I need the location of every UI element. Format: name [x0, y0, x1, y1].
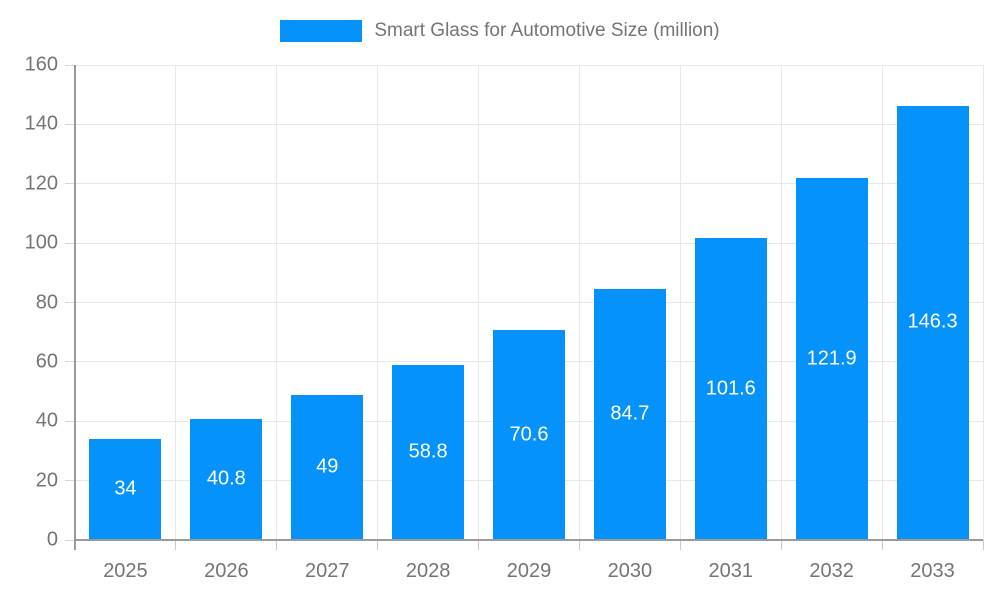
y-axis-tick-label: 60 [35, 350, 58, 373]
y-axis-line [74, 65, 76, 550]
bar-value-label: 146.3 [907, 310, 958, 333]
x-tick-mark [175, 540, 177, 550]
legend-swatch-icon [280, 20, 363, 42]
x-gridline [679, 65, 681, 540]
y-tick-mark [65, 302, 75, 303]
bar[interactable]: 49 [291, 394, 364, 539]
x-gridline [377, 65, 379, 540]
x-axis-tick-label: 2028 [405, 560, 451, 582]
x-tick-mark [377, 540, 379, 550]
x-axis-line [75, 539, 983, 541]
bar[interactable]: 101.6 [694, 238, 767, 539]
legend[interactable]: Smart Glass for Automotive Size (million… [0, 20, 1000, 42]
bar[interactable]: 84.7 [593, 288, 666, 539]
y-axis-tick-label: 80 [35, 291, 58, 313]
y-axis-tick-label: 140 [24, 112, 58, 135]
y-tick-mark [65, 420, 75, 422]
y-axis-tick-label: 0 [46, 528, 58, 551]
x-axis-tick-label: 2033 [910, 560, 955, 582]
x-gridline [276, 65, 278, 540]
y-gridline [75, 183, 983, 185]
bar-value-label: 34 [114, 477, 137, 500]
x-tick-mark [982, 540, 984, 550]
x-tick-mark [679, 540, 681, 550]
bar[interactable]: 40.8 [190, 418, 263, 539]
y-axis-tick-label: 120 [24, 172, 58, 195]
y-tick-mark [65, 64, 75, 66]
y-gridline [75, 242, 983, 244]
x-tick-mark [881, 540, 883, 550]
bar-value-label: 40.8 [206, 467, 246, 490]
x-gridline [780, 65, 782, 540]
y-axis-tick-label: 100 [24, 231, 58, 254]
x-axis-tick-label: 2031 [708, 560, 754, 582]
x-axis-tick-label: 2029 [506, 560, 552, 582]
y-axis-tick-label: 40 [35, 409, 58, 432]
bar[interactable]: 121.9 [795, 178, 868, 539]
x-axis-tick-label: 2030 [607, 560, 653, 582]
x-gridline [982, 65, 984, 540]
bar[interactable]: 146.3 [896, 105, 969, 539]
x-tick-mark [780, 540, 782, 550]
y-gridline [75, 302, 983, 303]
x-tick-mark [478, 540, 480, 550]
bar-value-label: 70.6 [509, 423, 549, 446]
y-gridline [75, 123, 983, 125]
bar-value-label: 101.6 [705, 377, 756, 400]
y-tick-mark [65, 183, 75, 185]
bar-value-label: 84.7 [610, 402, 650, 425]
bar[interactable]: 34 [89, 439, 162, 539]
bar[interactable]: 58.8 [392, 365, 465, 539]
x-gridline [881, 65, 883, 540]
bar-value-label: 121.9 [806, 347, 857, 370]
bar[interactable]: 70.6 [493, 330, 565, 539]
y-tick-mark [65, 242, 75, 244]
x-axis-tick-label: 2026 [204, 560, 249, 582]
x-axis-tick-label: 2027 [304, 560, 350, 582]
y-tick-mark [65, 123, 75, 125]
y-tick-mark [65, 539, 75, 541]
x-gridline [478, 65, 480, 540]
y-tick-mark [65, 361, 75, 363]
x-axis-tick-label: 2032 [809, 560, 854, 582]
bar-value-label: 58.8 [408, 440, 448, 463]
y-axis-tick-label: 160 [24, 53, 58, 76]
y-gridline [75, 64, 983, 66]
x-tick-mark [578, 540, 580, 550]
x-gridline [175, 65, 177, 540]
y-tick-mark [65, 480, 75, 482]
legend-label: Smart Glass for Automotive Size (million… [374, 20, 720, 41]
bar-value-label: 49 [316, 455, 339, 478]
x-axis-tick-label: 2025 [103, 560, 148, 582]
y-axis-tick-label: 20 [35, 469, 58, 492]
x-gridline [578, 65, 580, 540]
x-tick-mark [276, 540, 278, 550]
